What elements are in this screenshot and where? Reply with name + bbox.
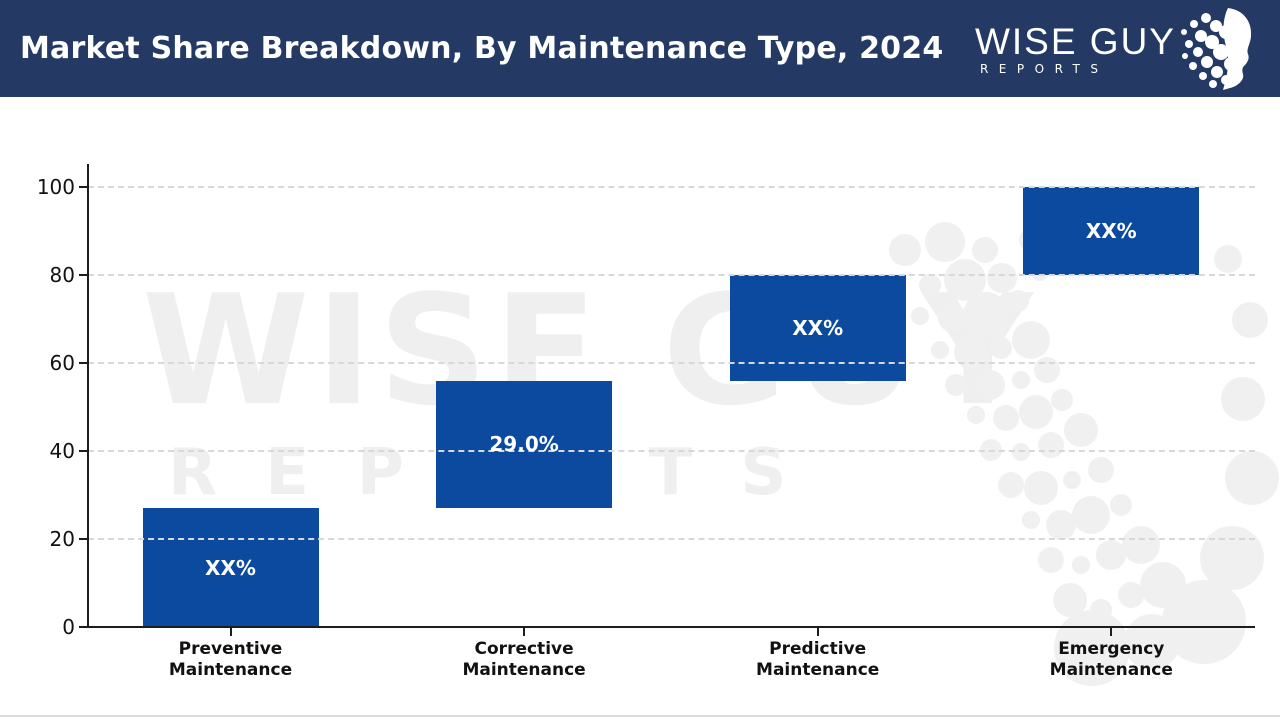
watermark-dot — [1214, 245, 1242, 273]
watermark-dot — [1221, 377, 1265, 421]
x-tick-mark — [816, 628, 819, 636]
watermark-dot — [1200, 526, 1264, 590]
watermark-dot — [1110, 494, 1132, 516]
gridline — [88, 274, 1255, 276]
watermark-dot — [987, 263, 1017, 293]
y-axis-line — [87, 164, 89, 628]
watermark-dot — [938, 304, 966, 332]
logo-subtext: REPORTS — [979, 61, 1109, 76]
category-label: Preventive Maintenance — [168, 639, 293, 680]
watermark-dot — [1225, 451, 1279, 505]
x-tick-mark — [523, 628, 526, 636]
y-tick-label: 60 — [49, 351, 75, 375]
y-tick-mark — [79, 450, 87, 452]
watermark-dot — [1051, 389, 1073, 411]
watermark-dot — [1232, 302, 1268, 338]
x-tick-mark — [229, 628, 232, 636]
watermark-dot — [1096, 540, 1126, 570]
gridline — [88, 186, 1255, 188]
watermark-dot — [972, 237, 998, 263]
x-tick-mark — [1110, 628, 1113, 636]
y-tick-mark — [79, 538, 87, 540]
brand-logo: WISE GUY REPORTS — [975, 6, 1254, 92]
category-label: Predictive Maintenance — [756, 639, 880, 680]
watermark-dot — [1038, 432, 1064, 458]
bar-value-label: XX% — [792, 315, 844, 340]
watermark-dot — [1038, 547, 1064, 573]
bar-value-label: XX% — [1085, 219, 1137, 243]
y-tick-mark — [79, 274, 87, 276]
watermark-dot — [1019, 395, 1053, 429]
y-tick-label: 40 — [49, 439, 75, 463]
watermark-dot — [919, 274, 941, 296]
watermark-dot — [993, 405, 1019, 431]
gridline — [88, 362, 1255, 364]
watermark-dot — [1054, 610, 1130, 686]
watermark-dot — [925, 222, 965, 262]
watermark-dot — [998, 472, 1024, 498]
watermark-dot — [889, 234, 921, 266]
y-tick-mark — [79, 362, 87, 364]
watermark-dot — [1072, 556, 1090, 574]
y-tick-mark — [79, 186, 87, 188]
y-tick-label: 20 — [49, 527, 75, 551]
watermark-dot — [1162, 580, 1246, 664]
watermark-dot — [1088, 457, 1114, 483]
gridline — [88, 450, 1255, 452]
watermark-dot — [1046, 510, 1076, 540]
watermark-dot — [967, 406, 985, 424]
y-tick-label: 0 — [62, 615, 75, 639]
watermark-dot — [911, 307, 929, 325]
watermark-dot — [945, 374, 967, 396]
watermark-dot — [975, 370, 1005, 400]
watermark-dot — [1118, 582, 1144, 608]
y-tick-label: 80 — [49, 263, 75, 287]
watermark-dot — [963, 292, 1009, 338]
logo-wordmark: WISE GUY — [974, 20, 1176, 62]
watermark-dot — [1024, 471, 1058, 505]
bar-value-label: XX% — [205, 555, 256, 580]
watermark-dot — [1063, 471, 1081, 489]
watermark-dot — [1007, 290, 1029, 312]
bar-value-label: 29.0% — [489, 432, 559, 457]
watermark-dot — [1034, 357, 1060, 383]
watermark-dot — [990, 337, 1012, 359]
bar-emergency-maintenance — [1023, 187, 1200, 275]
footer-divider — [0, 715, 1280, 717]
chart-title: Market Share Breakdown, By Maintenance T… — [20, 31, 944, 66]
bar-preventive-maintenance — [142, 508, 319, 627]
category-label: Emergency Maintenance — [1049, 639, 1173, 680]
y-tick-label: 100 — [36, 175, 75, 199]
watermark-dot — [1012, 321, 1050, 359]
category-label: Corrective Maintenance — [462, 639, 586, 680]
watermark-dot — [1064, 413, 1098, 447]
logo-head-icon — [1181, 7, 1252, 90]
watermark-dot — [1012, 443, 1030, 461]
y-tick-mark — [79, 626, 87, 628]
watermark-dot — [1022, 511, 1040, 529]
x-axis-line — [87, 626, 1255, 628]
bar-corrective-maintenance — [436, 380, 613, 509]
header-bar: Market Share Breakdown, By Maintenance T… — [0, 0, 1280, 97]
gridline — [88, 538, 1255, 540]
watermark-dot — [931, 341, 949, 359]
watermark-dot — [1072, 496, 1110, 534]
watermark-dot — [1122, 526, 1160, 564]
watermark-dot — [1012, 371, 1030, 389]
